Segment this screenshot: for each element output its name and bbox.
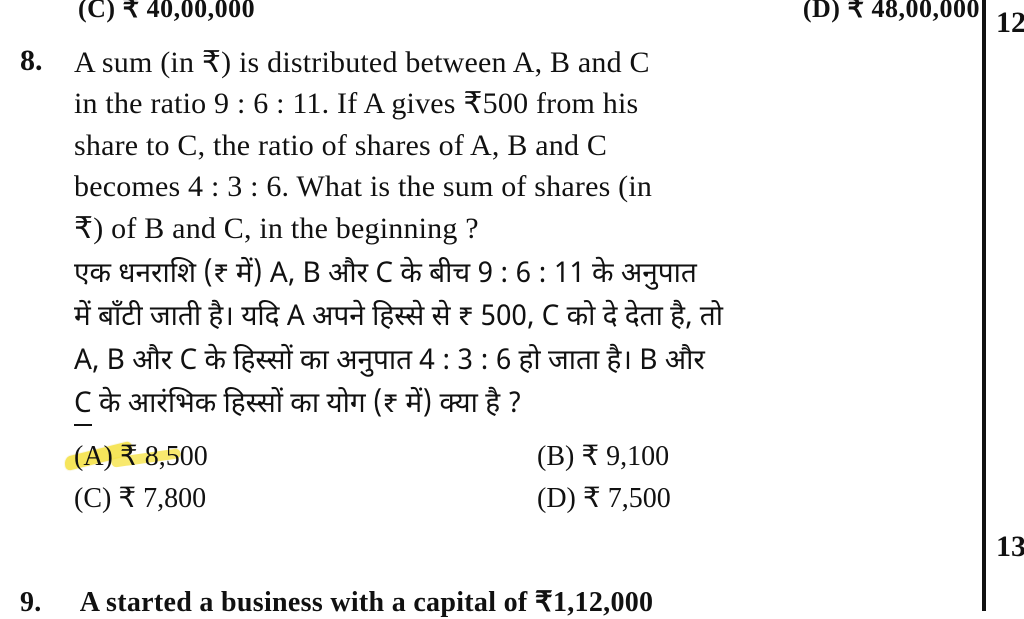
- underline-c: C: [74, 388, 92, 426]
- options-grid: (A) ₹ 8,500 (B) ₹ 9,100 (C) ₹ 7,800 (D): [74, 439, 960, 515]
- option-value: ₹ 7,500: [583, 483, 671, 514]
- option-value: ₹ 8,500: [120, 441, 208, 472]
- question-number: 8.: [20, 42, 74, 78]
- question-row: 8. A sum (in ₹) is distributed between A…: [20, 42, 960, 515]
- option-label: (B): [537, 441, 574, 472]
- hindi-line-rest: के आरंभिक हिस्सों का योग (₹ में) क्या है…: [99, 388, 522, 424]
- english-line: ₹) of B and C, in the beginning ?: [74, 212, 479, 245]
- truncated-prev-option-right: (D) ₹ 48,00,000: [803, 0, 980, 24]
- truncated-next-question: 9. A started a business with a capital o…: [20, 585, 653, 619]
- option-label: (A): [74, 441, 113, 472]
- page: 12 13 (C) ₹ 40,00,000 (D) ₹ 48,00,000 8.…: [0, 0, 1024, 611]
- margin-number-bottom: 13: [996, 530, 1024, 564]
- question-english: A sum (in ₹) is distributed between A, B…: [74, 42, 960, 249]
- option-label: (D): [537, 483, 576, 514]
- option-d[interactable]: (D) ₹ 7,500: [537, 481, 960, 515]
- hindi-line: में बाँटी जाती है। यदि A अपने हिस्से से …: [74, 301, 723, 337]
- option-c[interactable]: (C) ₹ 7,800: [74, 481, 497, 515]
- margin-number-top: 12: [996, 6, 1024, 40]
- hindi-line: A, B और C के हिस्सों का अनुपात 4 : 3 : 6…: [74, 345, 705, 381]
- hindi-line: एक धनराशि (₹ में) A, B और C के बीच 9 : 6…: [74, 258, 697, 294]
- question-block: (C) ₹ 40,00,000 (D) ₹ 48,00,000 8. A sum…: [20, 0, 960, 515]
- option-label: (C): [74, 483, 111, 514]
- option-value: ₹ 9,100: [581, 441, 669, 472]
- question-text: A sum (in ₹) is distributed between A, B…: [74, 42, 960, 515]
- column-divider: [982, 0, 986, 611]
- option-a[interactable]: (A) ₹ 8,500: [74, 439, 497, 473]
- next-question-number: 9.: [20, 587, 74, 619]
- question-hindi: एक धनराशि (₹ में) A, B और C के बीच 9 : 6…: [74, 255, 960, 429]
- english-line: share to C, the ratio of shares of A, B …: [74, 129, 607, 162]
- hindi-line: C के आरंभिक हिस्सों का योग (₹ में) क्या …: [74, 388, 522, 426]
- english-line: A sum (in ₹) is distributed between A, B…: [74, 46, 650, 79]
- option-b[interactable]: (B) ₹ 9,100: [537, 439, 960, 473]
- english-line: becomes 4 : 3 : 6. What is the sum of sh…: [74, 170, 652, 203]
- option-value: ₹ 7,800: [118, 483, 206, 514]
- next-question-text: A started a business with a capital of ₹…: [80, 587, 654, 618]
- english-line: in the ratio 9 : 6 : 11. If A gives ₹500…: [74, 87, 638, 120]
